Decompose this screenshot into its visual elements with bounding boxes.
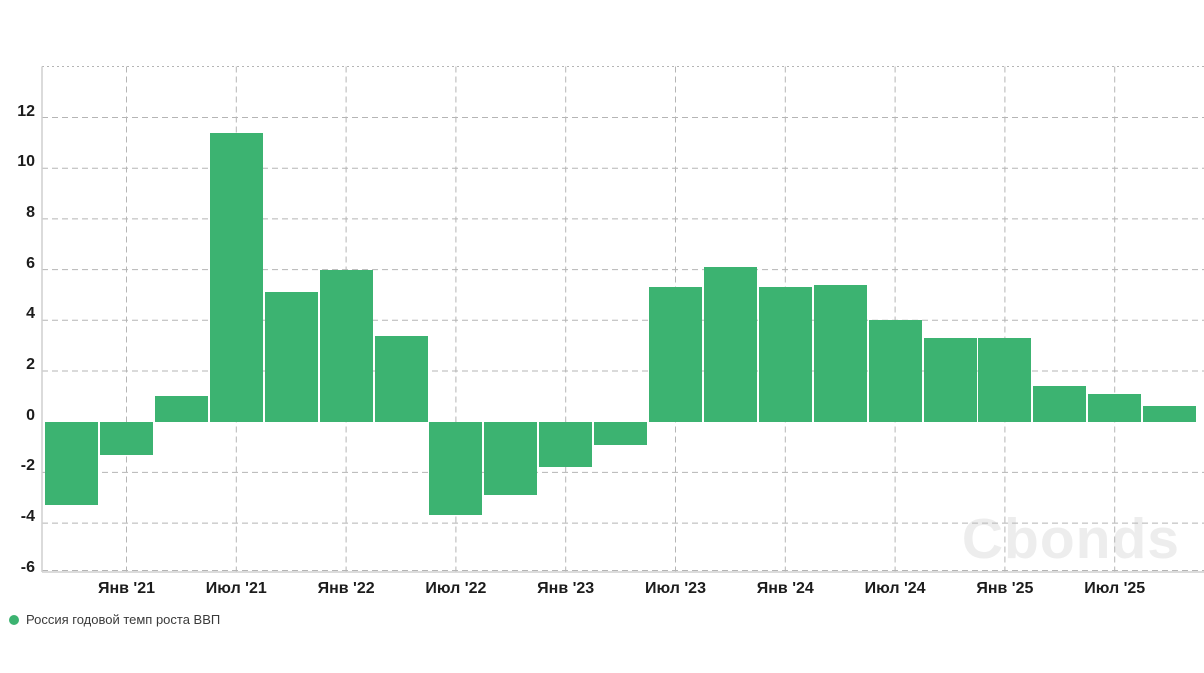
bar[interactable] <box>1088 393 1142 422</box>
x-tick-label: Янв '25 <box>976 580 1034 597</box>
x-tick-label: Июл '25 <box>1084 580 1146 597</box>
bar[interactable] <box>209 132 263 422</box>
x-tick-label: Янв '21 <box>97 580 156 597</box>
bar[interactable] <box>649 287 702 422</box>
bar[interactable] <box>100 421 153 455</box>
y-tick-label: 10 <box>17 153 35 171</box>
bar[interactable] <box>154 396 208 422</box>
x-tick-label: Июл '23 <box>645 580 706 597</box>
bar[interactable] <box>758 287 812 422</box>
x-tick-label: Янв '22 <box>317 580 375 597</box>
y-tick-label: 6 <box>26 254 35 272</box>
bar[interactable] <box>484 421 538 496</box>
y-tick-label: -6 <box>20 558 35 576</box>
y-tick-label: 2 <box>26 356 35 373</box>
bar[interactable] <box>1033 386 1087 422</box>
y-tick-label: 12 <box>17 102 35 120</box>
y-tick-label: 0 <box>26 406 35 424</box>
bar[interactable] <box>868 320 922 422</box>
bar[interactable] <box>923 338 977 422</box>
y-tick-label: 8 <box>26 203 35 221</box>
bar[interactable] <box>45 421 99 506</box>
legend-label: Россия годовой темп роста ВВП <box>26 612 221 627</box>
bar[interactable] <box>319 269 373 422</box>
x-tick-label: Июл '21 <box>205 580 267 597</box>
y-tick-label: -2 <box>20 457 35 475</box>
x-tick-label: Янв '23 <box>537 580 595 597</box>
x-tick-label: Июл '24 <box>864 580 926 597</box>
bar[interactable] <box>264 292 318 422</box>
bar[interactable] <box>594 421 648 445</box>
bar[interactable] <box>813 284 867 422</box>
bar[interactable] <box>978 338 1032 422</box>
x-tick-label: Янв '24 <box>756 580 814 597</box>
bar[interactable] <box>703 267 757 422</box>
bar[interactable] <box>374 335 428 422</box>
bar[interactable] <box>1143 406 1197 422</box>
x-tick-label: Июл '22 <box>425 580 487 597</box>
cbonds-watermark: Cbonds <box>961 507 1180 571</box>
y-tick-label: -4 <box>20 508 35 526</box>
y-tick-label: 4 <box>26 305 35 323</box>
legend-item[interactable]: Россия годовой темп роста ВВП <box>9 612 220 628</box>
bar[interactable] <box>539 421 593 468</box>
bar[interactable] <box>429 421 483 516</box>
legend-marker-icon <box>9 615 19 625</box>
